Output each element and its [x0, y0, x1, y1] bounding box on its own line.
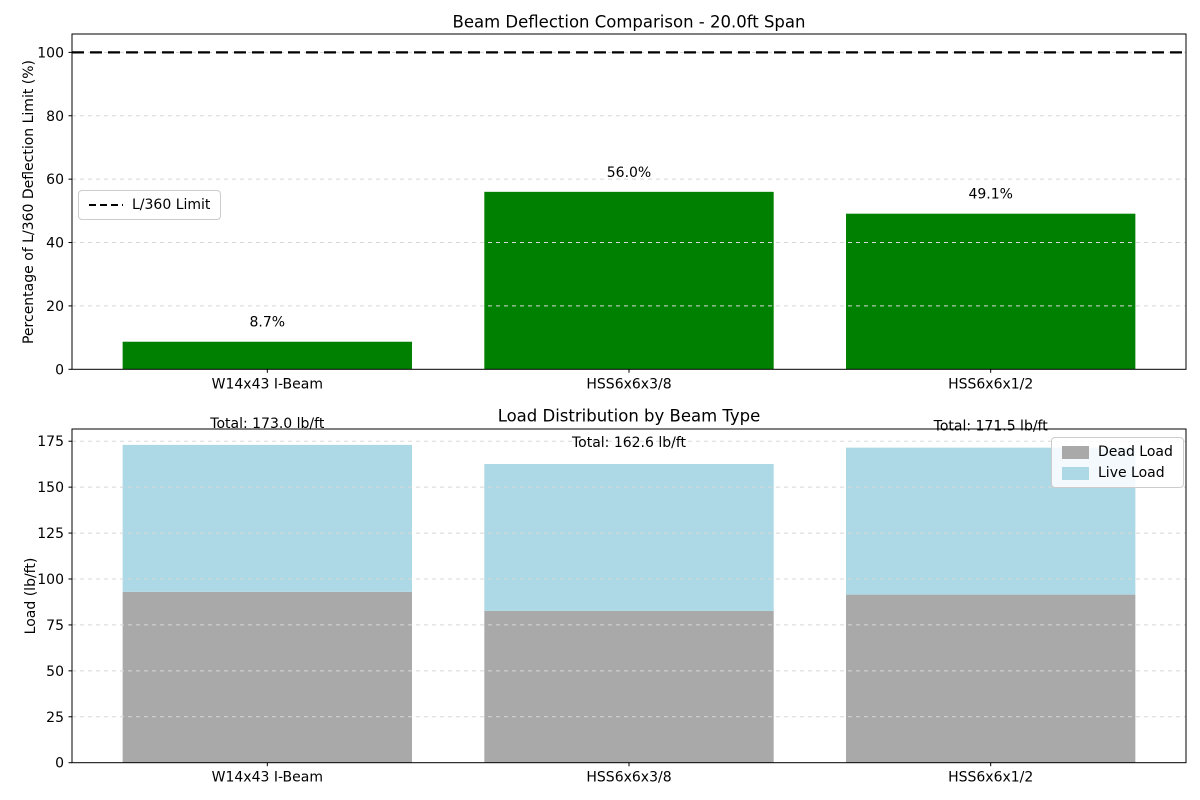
load-chart-title: Load Distribution by Beam Type: [497, 406, 761, 426]
y-tick-label: 0: [55, 756, 64, 772]
y-tick-label: 150: [37, 480, 64, 496]
y-tick-label: 80: [46, 109, 64, 125]
total-load-label: Total: 171.5 lb/ft: [933, 419, 1049, 435]
deflection-legend-entry: L/360 Limit: [89, 197, 210, 213]
dashed-line-swatch-icon: [89, 204, 123, 206]
bar-value-label: 49.1%: [968, 187, 1012, 203]
deflection-bar: [484, 191, 774, 370]
load-legend-entry: Dead Load: [1062, 444, 1173, 460]
load-legend-entry: Live Load: [1062, 465, 1173, 481]
deflection-y-axis-label: Percentage of L/360 Deflection Limit (%): [21, 59, 37, 345]
load-legend: Dead Load Live Load: [1051, 437, 1184, 488]
y-tick-label: 40: [46, 236, 64, 252]
live-load-bar-segment: [484, 463, 774, 611]
dead-load-bar-segment: [122, 591, 412, 763]
deflection-bar: [846, 213, 1136, 370]
y-tick-label: 75: [46, 618, 64, 634]
dead-load-bar-segment: [846, 594, 1136, 763]
x-tick-label: HSS6x6x1/2: [948, 376, 1033, 392]
y-tick-label: 20: [46, 299, 64, 315]
x-tick-label: HSS6x6x3/8: [586, 376, 671, 392]
color-patch-swatch-icon: [1062, 445, 1089, 459]
deflection-legend-label: L/360 Limit: [132, 197, 211, 213]
y-tick-label: 50: [46, 664, 64, 680]
y-tick-label: 0: [55, 362, 64, 378]
deflection-chart-title: Beam Deflection Comparison - 20.0ft Span: [452, 12, 806, 32]
x-tick-label: W14x43 I-Beam: [212, 376, 323, 392]
live-load-bar-segment: [122, 444, 412, 592]
x-tick-label: W14x43 I-Beam: [212, 770, 323, 786]
bar-value-label: 8.7%: [250, 315, 286, 331]
bar-value-label: 56.0%: [607, 165, 651, 181]
color-patch-swatch-icon: [1062, 466, 1089, 480]
load-y-axis-label: Load (lb/ft): [23, 557, 39, 635]
deflection-bar: [122, 341, 412, 370]
load-legend-label: Live Load: [1098, 465, 1165, 481]
x-tick-label: HSS6x6x1/2: [948, 770, 1033, 786]
x-tick-label: HSS6x6x3/8: [586, 770, 671, 786]
y-tick-label: 100: [37, 45, 64, 61]
dead-load-bar-segment: [484, 610, 774, 763]
total-load-label: Total: 162.6 lb/ft: [571, 435, 687, 451]
deflection-legend: L/360 Limit: [78, 190, 222, 220]
y-tick-label: 25: [46, 710, 64, 726]
y-tick-label: 125: [37, 526, 64, 542]
y-tick-label: 60: [46, 172, 64, 188]
y-tick-label: 100: [37, 572, 64, 588]
load-legend-label: Dead Load: [1098, 444, 1173, 460]
total-load-label: Total: 173.0 lb/ft: [209, 416, 325, 432]
y-tick-label: 175: [37, 434, 64, 450]
